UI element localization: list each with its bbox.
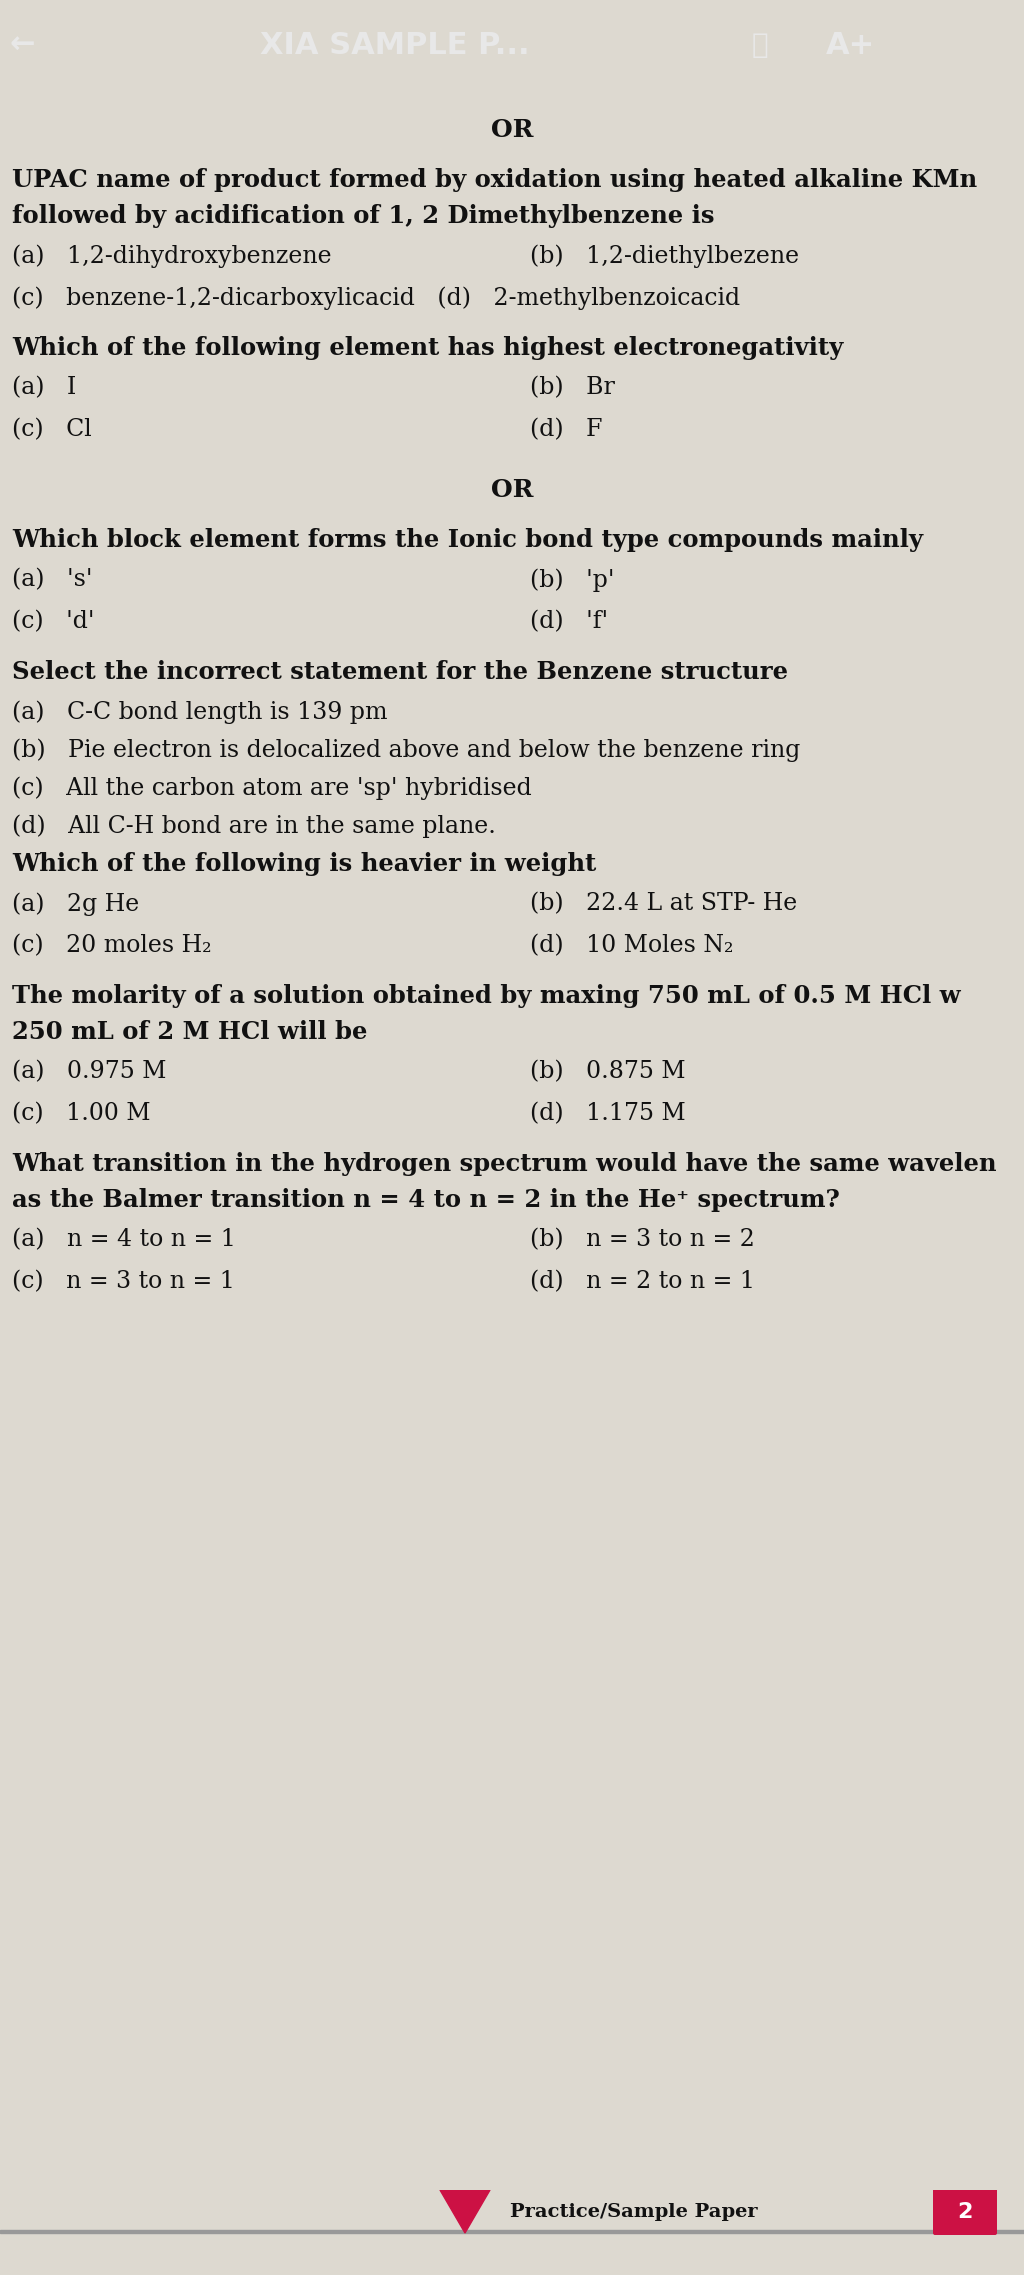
- Text: (b)   'p': (b) 'p': [530, 569, 614, 592]
- Text: Practice/Sample Paper: Practice/Sample Paper: [510, 2202, 758, 2220]
- Text: (b)   Br: (b) Br: [530, 375, 614, 398]
- Text: Which of the following is heavier in weight: Which of the following is heavier in wei…: [12, 853, 596, 876]
- Text: 2: 2: [957, 2202, 973, 2223]
- Text: UPAC name of product formed by oxidation using heated alkaline KMn: UPAC name of product formed by oxidation…: [12, 168, 977, 191]
- Text: (c)   20 moles H₂: (c) 20 moles H₂: [12, 935, 212, 958]
- Text: ←: ←: [9, 30, 35, 59]
- Text: (c)   benzene-1,2-dicarboxylicacid   (d)   2-methylbenzoicacid: (c) benzene-1,2-dicarboxylicacid (d) 2-m…: [12, 287, 740, 309]
- Text: (a)   's': (a) 's': [12, 569, 92, 592]
- Text: (b)   Pie electron is delocalized above and below the benzene ring: (b) Pie electron is delocalized above an…: [12, 737, 801, 762]
- Text: (d)   10 Moles N₂: (d) 10 Moles N₂: [530, 935, 733, 958]
- Text: (a)   n = 4 to n = 1: (a) n = 4 to n = 1: [12, 1228, 236, 1251]
- Polygon shape: [440, 2191, 490, 2234]
- Text: (a)   I: (a) I: [12, 375, 76, 398]
- Bar: [0, 2230, 1024, 2234]
- Text: The molarity of a solution obtained by maxing 750 mL of 0.5 M HCl w: The molarity of a solution obtained by m…: [12, 985, 961, 1008]
- Text: (a)   0.975 M: (a) 0.975 M: [12, 1060, 167, 1083]
- Text: (d)   All C-H bond are in the same plane.: (d) All C-H bond are in the same plane.: [12, 814, 496, 837]
- Text: A+: A+: [825, 30, 874, 59]
- Text: 🔍: 🔍: [752, 32, 768, 59]
- Text: What transition in the hydrogen spectrum would have the same wavelen: What transition in the hydrogen spectrum…: [12, 1151, 996, 1176]
- Text: OR: OR: [490, 118, 534, 141]
- Text: OR: OR: [490, 478, 534, 503]
- Text: as the Balmer transition n = 4 to n = 2 in the He⁺ spectrum?: as the Balmer transition n = 4 to n = 2 …: [12, 1188, 840, 1213]
- Text: 250 mL of 2 M HCl will be: 250 mL of 2 M HCl will be: [12, 1019, 368, 1044]
- Text: (a)   2g He: (a) 2g He: [12, 892, 139, 915]
- Text: Which block element forms the Ionic bond type compounds mainly: Which block element forms the Ionic bond…: [12, 528, 923, 553]
- Text: (c)   1.00 M: (c) 1.00 M: [12, 1101, 151, 1126]
- Text: (c)   n = 3 to n = 1: (c) n = 3 to n = 1: [12, 1269, 234, 1292]
- Text: (b)   1,2-diethylbezene: (b) 1,2-diethylbezene: [530, 243, 799, 268]
- Text: (d)   n = 2 to n = 1: (d) n = 2 to n = 1: [530, 1269, 755, 1292]
- Text: (a)   1,2-dihydroxybenzene: (a) 1,2-dihydroxybenzene: [12, 243, 332, 268]
- Text: followed by acidification of 1, 2 Dimethylbenzene is: followed by acidification of 1, 2 Dimeth…: [12, 205, 715, 228]
- Text: (d)   F: (d) F: [530, 419, 602, 441]
- Text: (b)   0.875 M: (b) 0.875 M: [530, 1060, 686, 1083]
- Text: (d)   'f': (d) 'f': [530, 610, 608, 632]
- Text: (b)   22.4 L at STP- He: (b) 22.4 L at STP- He: [530, 892, 798, 915]
- Text: Which of the following element has highest electronegativity: Which of the following element has highe…: [12, 337, 843, 359]
- Text: Select the incorrect statement for the Benzene structure: Select the incorrect statement for the B…: [12, 660, 788, 685]
- Text: (c)   'd': (c) 'd': [12, 610, 94, 632]
- Text: (c)   Cl: (c) Cl: [12, 419, 92, 441]
- Text: (a)   C-C bond length is 139 pm: (a) C-C bond length is 139 pm: [12, 701, 387, 723]
- Text: (b)   n = 3 to n = 2: (b) n = 3 to n = 2: [530, 1228, 755, 1251]
- Text: (d)   1.175 M: (d) 1.175 M: [530, 1101, 686, 1126]
- FancyBboxPatch shape: [933, 2189, 997, 2234]
- Text: (c)   All the carbon atom are 'sp' hybridised: (c) All the carbon atom are 'sp' hybridi…: [12, 776, 531, 799]
- Text: XIA SAMPLE P...: XIA SAMPLE P...: [260, 30, 529, 59]
